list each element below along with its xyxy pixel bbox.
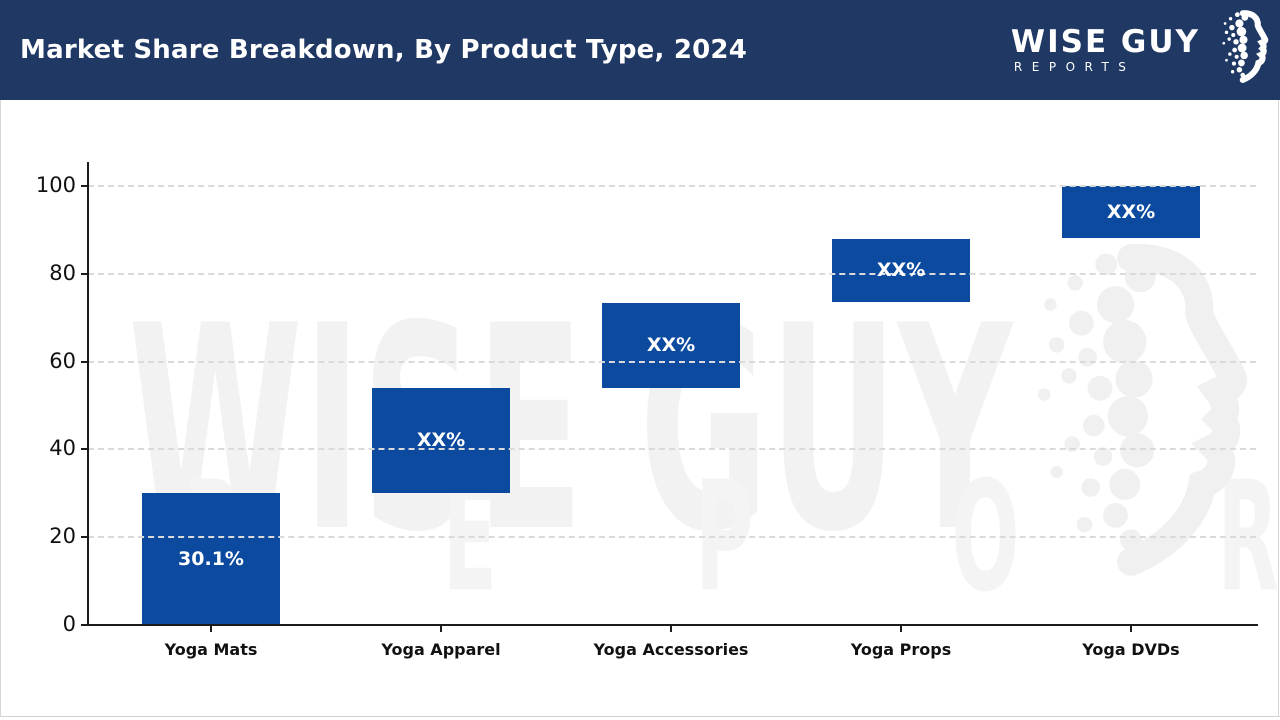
- bar-value-label: XX%: [876, 259, 926, 282]
- x-axis-tick: [900, 626, 902, 632]
- y-axis-tick: [81, 448, 87, 451]
- y-axis-line: [87, 162, 89, 626]
- y-tick-label: 20: [49, 524, 76, 549]
- x-tick-label: Yoga Mats: [164, 640, 258, 659]
- y-tick-label: 80: [49, 260, 76, 285]
- x-tick-label: Yoga Apparel: [381, 640, 501, 659]
- y-axis-tick: [81, 536, 87, 539]
- bar-value-label: 30.1%: [178, 547, 244, 570]
- bar-yoga-mats: [142, 492, 280, 625]
- x-axis-tick: [1130, 626, 1132, 632]
- bar-yoga-accessories: [602, 302, 740, 388]
- gridline-40: [88, 448, 1256, 451]
- header: Market Share Breakdown, By Product Type,…: [0, 0, 1280, 100]
- page-bottom-border: [0, 716, 1280, 717]
- bar-yoga-apparel: [372, 387, 510, 493]
- x-axis-tick: [210, 626, 212, 632]
- y-axis-tick: [81, 624, 87, 626]
- x-tick-label: Yoga DVDs: [1082, 640, 1180, 659]
- bar-yoga-props: [832, 238, 970, 302]
- page-left-border: [0, 100, 1, 717]
- wise-guy-logo: WISE GUY REPORTS: [1011, 9, 1270, 91]
- gridline-100: [88, 185, 1256, 187]
- bar-value-label: XX%: [1106, 200, 1156, 223]
- logo-subtext: REPORTS: [1013, 60, 1136, 74]
- y-tick-label: 60: [49, 348, 76, 373]
- page-title: Market Share Breakdown, By Product Type,…: [20, 35, 747, 65]
- gridline-80: [88, 272, 1256, 275]
- bar-value-label: XX%: [646, 334, 696, 357]
- bar-yoga-dvds: [1062, 186, 1200, 238]
- y-tick-label: 40: [49, 436, 76, 461]
- x-axis-line: [87, 624, 1258, 626]
- x-axis-tick: [440, 626, 442, 632]
- gridline-60: [88, 360, 1256, 363]
- x-axis-tick: [670, 626, 672, 632]
- x-tick-label: Yoga Accessories: [593, 640, 749, 659]
- y-axis-tick: [81, 185, 87, 187]
- y-axis-tick: [81, 360, 87, 363]
- bar-value-label: XX%: [416, 429, 466, 452]
- logo-wordmark: WISE GUY: [1010, 24, 1200, 60]
- gridline-20: [88, 536, 1256, 539]
- y-tick-label: 0: [62, 612, 76, 636]
- y-tick-label: 100: [35, 173, 76, 197]
- y-axis-tick: [81, 272, 87, 275]
- page-right-border: [1278, 100, 1279, 717]
- logo-face-icon: [1222, 10, 1269, 83]
- logo-text: WISE GUY REPORTS: [1010, 24, 1200, 74]
- watermark-face-icon: [1038, 243, 1248, 576]
- x-tick-label: Yoga Props: [850, 640, 952, 659]
